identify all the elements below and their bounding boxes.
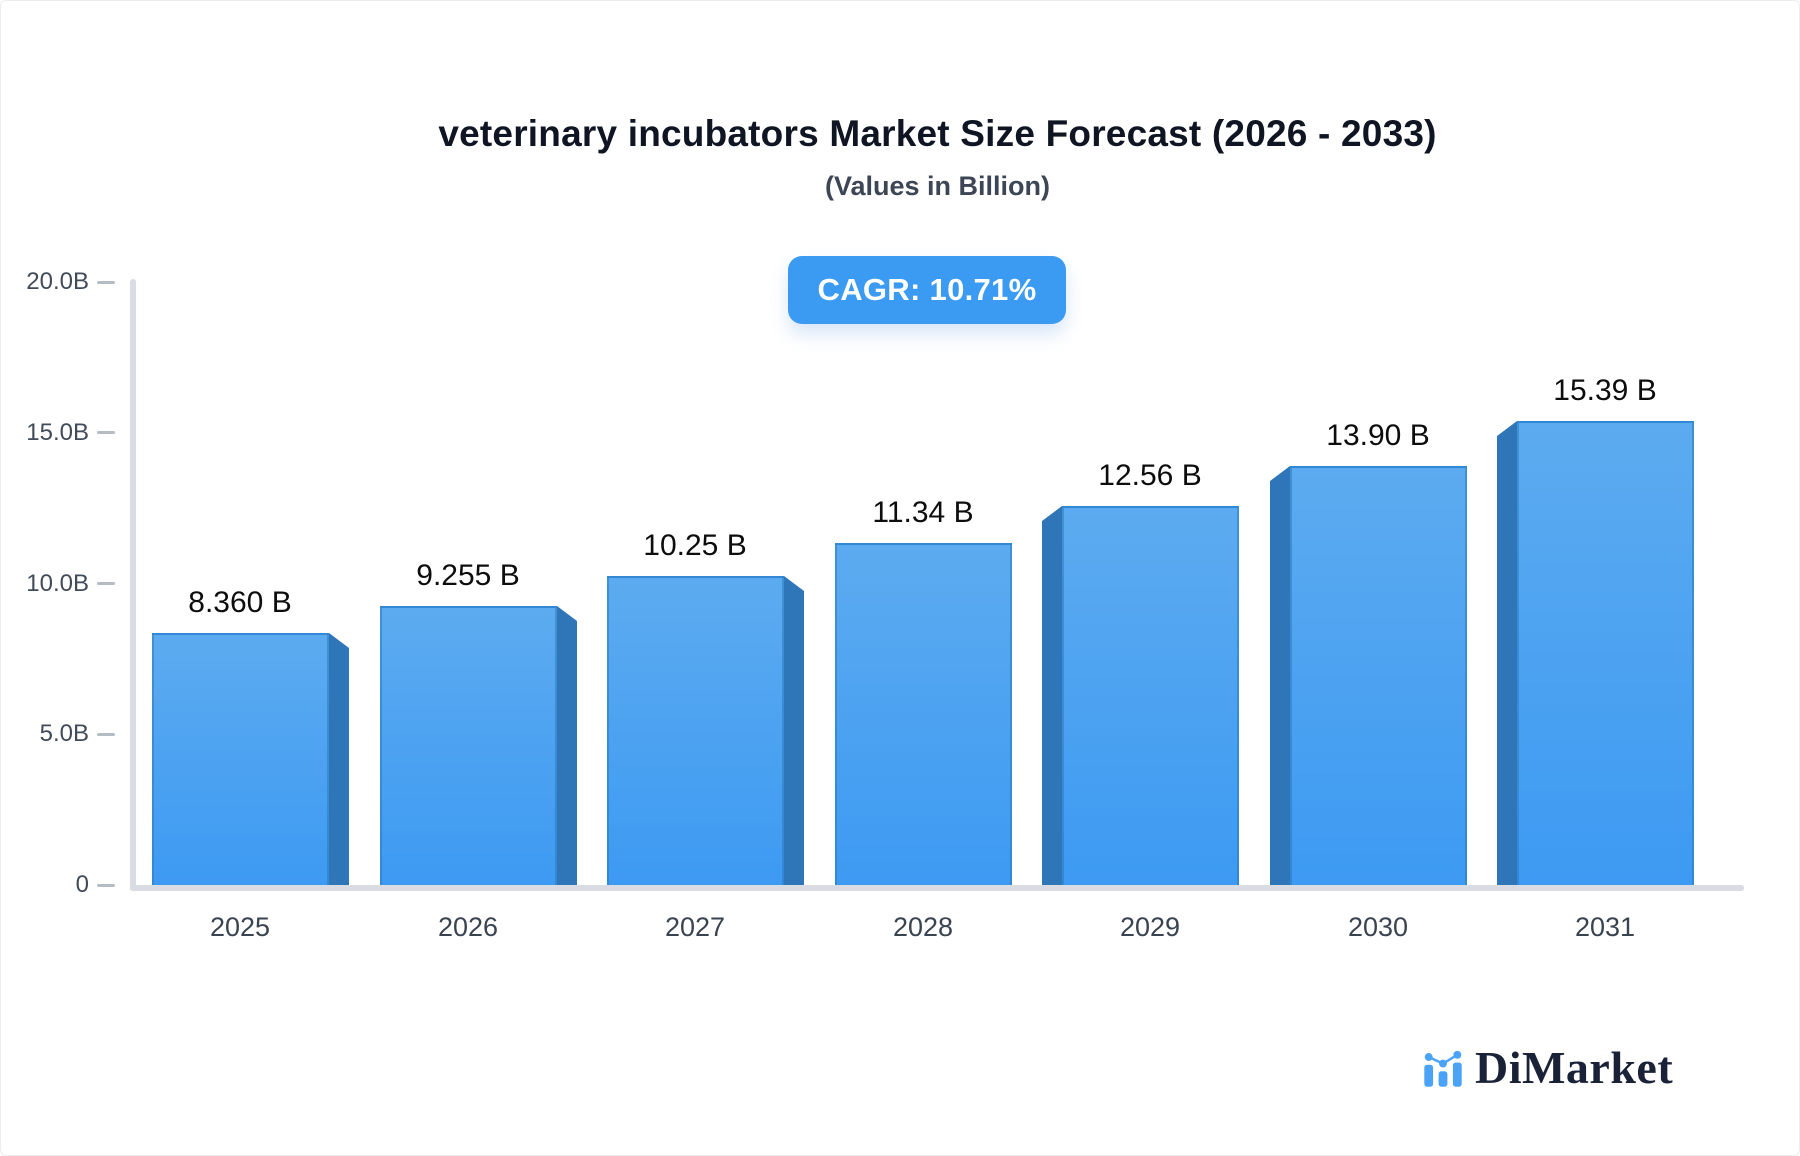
y-axis-tick-label: 15.0B [26,418,89,446]
cagr-badge: CAGR: 10.71% [788,256,1066,324]
y-axis-tick-label: 0 [75,871,89,898]
cagr-badge-label: CAGR: 10.71% [817,272,1037,307]
bar-value-label-2030: 13.90 B [1326,419,1430,452]
bar-2029[interactable] [1062,506,1239,885]
x-axis-label-2026: 2026 [437,912,499,942]
bar-3d-side-2025 [329,633,349,885]
y-axis-tick-mark [97,582,115,585]
y-axis-line [130,279,136,891]
bar-chart-line-logo-icon [1421,1046,1465,1090]
x-axis-label-2027: 2027 [664,912,726,942]
x-axis-label-2030: 2030 [1347,912,1409,942]
dimarket-logo: DiMarket [1421,1041,1673,1094]
y-axis-tick-mark [97,431,115,435]
x-axis-label-2031: 2031 [1574,912,1636,942]
chart-subtitle: (Values in Billion) [824,171,1051,201]
bar-value-label-2031: 15.39 B [1553,374,1657,407]
bar-value-label-2025: 8.360 B [188,586,292,619]
bar-3d-side-2031 [1497,421,1517,885]
bar-value-label-2029: 12.56 B [1098,459,1202,492]
bar-value-label-2027: 10.25 B [643,529,747,562]
bar-2028[interactable] [835,543,1012,885]
chart-title: veterinary incubators Market Size Foreca… [438,113,1437,154]
x-axis-label-2029: 2029 [1119,912,1181,942]
bar-2025[interactable] [152,633,329,885]
x-axis-line [130,885,1744,891]
bar-3d-side-2027 [784,576,804,885]
bar-3d-side-2030 [1270,466,1290,885]
x-axis-label-2028: 2028 [892,912,954,942]
y-axis-tick-label: 20.0B [26,268,89,295]
bar-3d-side-2029 [1042,506,1062,885]
bar-2027[interactable] [607,576,784,885]
bar-2031[interactable] [1517,421,1694,885]
bar-value-label-2028: 11.34 B [872,496,974,529]
logo-text: DiMarket [1475,1042,1674,1093]
bar-3d-side-2026 [557,606,577,885]
x-axis-label-2025: 2025 [209,912,271,942]
bar-value-label-2026: 9.255 B [416,559,520,592]
y-axis-tick-mark [97,280,115,284]
y-axis-tick-label: 10.0B [26,569,89,597]
bar-2030[interactable] [1290,466,1467,885]
bar-2026[interactable] [380,606,557,885]
y-axis-tick-mark [97,883,115,887]
y-axis-tick-mark [97,732,115,736]
y-axis-tick-label: 5.0B [39,720,89,748]
